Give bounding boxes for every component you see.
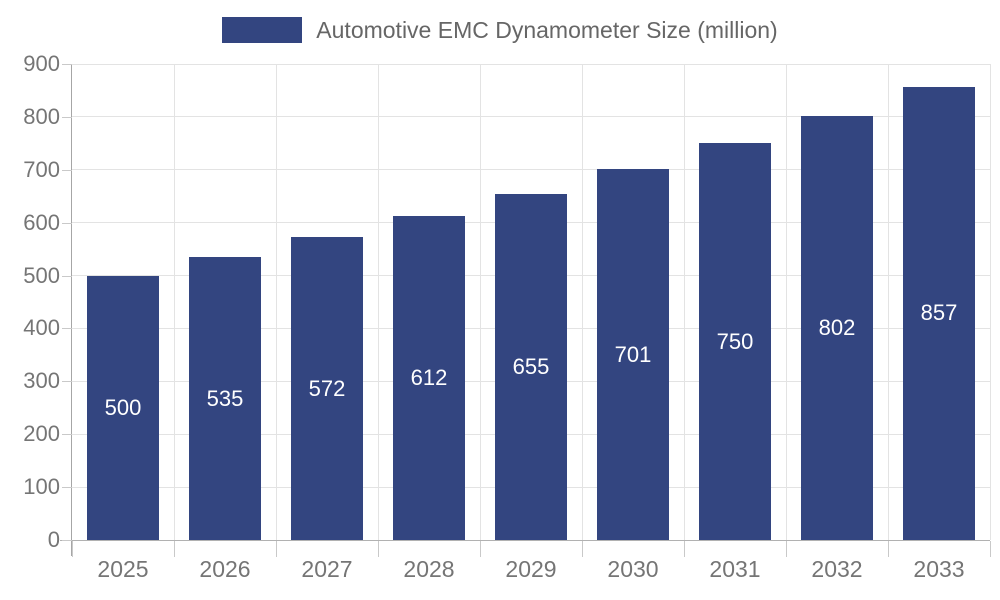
bar-2030[interactable]: 701	[597, 169, 669, 540]
bar-value-label: 802	[818, 314, 856, 340]
x-gridline	[989, 64, 991, 540]
y-axis-label: 500	[23, 262, 60, 288]
x-gridline	[173, 64, 175, 540]
x-axis-tick	[276, 541, 277, 557]
bar-value-label: 701	[614, 341, 652, 367]
y-axis-line	[71, 64, 72, 556]
bar-value-label: 857	[920, 300, 958, 326]
y-axis-label: 200	[23, 421, 60, 447]
bar-2026[interactable]: 535	[189, 257, 261, 540]
y-axis-label: 900	[23, 51, 60, 76]
bar-2033[interactable]: 857	[903, 86, 975, 540]
x-axis-tick	[582, 541, 583, 557]
y-axis-tick	[62, 116, 72, 118]
bar-2028[interactable]: 612	[393, 216, 465, 540]
x-gridline	[581, 64, 583, 540]
y-gridline	[72, 63, 990, 65]
y-gridline	[72, 116, 990, 118]
bar-value-label: 572	[308, 375, 346, 401]
x-gridline	[377, 64, 379, 540]
y-gridline	[72, 169, 990, 171]
y-axis-tick	[62, 169, 72, 171]
y-axis-tick	[62, 275, 72, 277]
x-axis-label: 2030	[607, 556, 659, 582]
x-axis-label: 2025	[97, 556, 149, 582]
x-axis-label: 2028	[403, 556, 455, 582]
bar-value-label: 500	[104, 394, 142, 420]
y-axis-label: 100	[23, 474, 60, 500]
bar-value-label: 655	[512, 353, 550, 379]
x-axis-tick	[378, 541, 379, 557]
x-axis-label: 2031	[709, 556, 761, 582]
y-axis-label: 300	[23, 368, 60, 394]
legend-label: Automotive EMC Dynamometer Size (million…	[316, 16, 778, 43]
bar-value-label: 612	[410, 365, 448, 391]
x-axis-tick	[990, 541, 991, 557]
x-axis-label: 2033	[913, 556, 965, 582]
legend-item[interactable]: Automotive EMC Dynamometer Size (million…	[0, 12, 1000, 48]
x-axis-tick	[174, 541, 175, 557]
x-axis-label: 2027	[301, 556, 353, 582]
x-axis-tick	[684, 541, 685, 557]
y-axis-tick	[62, 487, 72, 489]
y-axis-label: 800	[23, 103, 60, 129]
bar-2031[interactable]: 750	[699, 143, 771, 540]
x-axis-tick	[786, 541, 787, 557]
bar-2032[interactable]: 802	[801, 115, 873, 540]
bar-2029[interactable]: 655	[495, 193, 567, 540]
y-axis-tick	[62, 434, 72, 436]
x-axis-label: 2029	[505, 556, 557, 582]
legend-swatch	[222, 17, 303, 43]
x-axis-line	[60, 540, 990, 541]
x-gridline	[785, 64, 787, 540]
x-gridline	[275, 64, 277, 540]
y-axis-label: 600	[23, 209, 60, 235]
y-axis-label: 700	[23, 156, 60, 182]
x-axis-tick	[888, 541, 889, 557]
y-axis-tick	[62, 540, 72, 541]
x-gridline	[683, 64, 685, 540]
y-axis-tick	[62, 381, 72, 383]
bar-value-label: 750	[716, 328, 754, 354]
y-axis-tick	[62, 328, 72, 330]
x-axis-label: 2032	[811, 556, 863, 582]
y-axis-tick	[62, 222, 72, 224]
x-axis-label: 2026	[199, 556, 251, 582]
bar-2027[interactable]: 572	[291, 237, 363, 540]
x-gridline	[479, 64, 481, 540]
y-axis-tick	[62, 64, 72, 65]
x-axis-tick	[72, 541, 73, 557]
bar-value-label: 535	[206, 385, 244, 411]
y-axis-label: 0	[47, 527, 60, 552]
plot-area: 500 535 572 612 655 701 750 802 857	[72, 63, 991, 540]
x-gridline	[887, 64, 889, 540]
x-axis-tick	[480, 541, 481, 557]
bar-2025[interactable]: 500	[87, 275, 159, 540]
y-axis-label: 400	[23, 315, 60, 341]
